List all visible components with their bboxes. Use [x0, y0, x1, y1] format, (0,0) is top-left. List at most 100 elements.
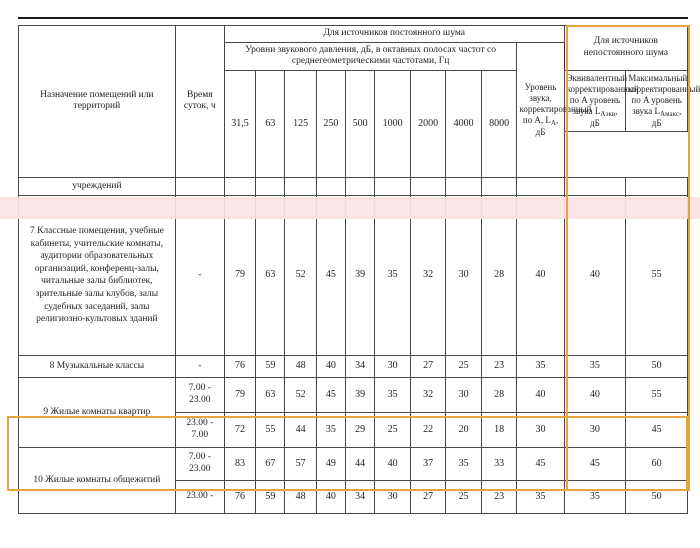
header-row-groups: Назначение помещений или территорий Врем…	[18, 25, 689, 178]
header-maximum-level: Максимальный корректированный по A урове…	[625, 69, 700, 132]
header-freq-63: 63	[255, 69, 286, 178]
cell-31_5	[223, 176, 257, 196]
page-top-rule	[18, 17, 688, 19]
cell-4000	[445, 176, 482, 196]
cell-250: 45	[315, 194, 347, 356]
row-time: 23.00 - 7.00	[174, 411, 225, 448]
cell-500: 39	[345, 194, 376, 356]
cell-63: 55	[255, 411, 286, 448]
header-freq-250: 250	[315, 69, 347, 178]
cell-125: 52	[284, 376, 317, 413]
table-row: 8 Музыкальные классы - 76 59 48 40 34 30…	[18, 354, 688, 378]
cell-63: 59	[255, 354, 286, 378]
table-row: 7 Классные помещения, учебные кабинеты, …	[18, 194, 688, 356]
row-name: 9 Жилые комнаты квартир	[18, 376, 176, 448]
row-name: 7 Классные помещения, учебные кабинеты, …	[18, 194, 176, 356]
table-row: 9 Жилые комнаты квартир 7.00 - 23.00 79 …	[18, 376, 688, 448]
row-time: -	[174, 354, 225, 378]
cell-31_5: 79	[223, 194, 257, 356]
cell-level-a: 35	[516, 354, 565, 378]
cell-500: 29	[345, 411, 376, 448]
cell-8000: 28	[480, 376, 518, 413]
cell-31_5: 83	[223, 446, 257, 481]
cell-31_5: 79	[223, 376, 257, 413]
cell-maximum: 60	[625, 446, 688, 481]
cell-1000	[374, 176, 411, 196]
header-equivalent-text: Эквивалентный корректированный по A уров…	[566, 72, 639, 117]
header-equivalent-tail: , дБ	[590, 106, 618, 128]
cell-equivalent: 35	[563, 479, 627, 514]
cell-63: 67	[255, 446, 286, 481]
cell-1000: 35	[374, 194, 411, 356]
cell-250: 40	[315, 479, 347, 514]
header-maximum-text: Максимальный корректированный по A урове…	[628, 72, 700, 117]
cell-equivalent: 30	[563, 411, 627, 448]
header-purpose: Назначение помещений или территорий	[18, 25, 176, 178]
cell-31_5: 76	[223, 354, 257, 378]
cell-63: 63	[255, 376, 286, 413]
cell-level-a: 40	[516, 376, 565, 413]
cell-4000: 20	[445, 411, 482, 448]
header-nonconstant-noise-group: Для источников непостоянного шума	[563, 25, 689, 71]
cell-level-a: 30	[516, 411, 565, 448]
header-freq-8000: 8000	[480, 69, 518, 178]
cell-2000: 32	[409, 194, 447, 356]
header-maximum-sub: Aмакс	[660, 110, 679, 119]
cell-63: 59	[255, 479, 286, 514]
row-name: 8 Музыкальные классы	[18, 354, 176, 378]
cell-125	[284, 176, 317, 196]
noise-limits-table: Назначение помещений или территорий Врем…	[18, 25, 700, 514]
cell-500	[345, 176, 376, 196]
cell-500: 39	[345, 376, 376, 413]
cell-maximum	[625, 176, 688, 196]
header-level-a-text: Уровень звука, корректированный по A, L	[519, 81, 592, 126]
cell-125: 44	[284, 411, 317, 448]
cell-maximum: 50	[625, 479, 688, 514]
cell-maximum: 50	[625, 354, 688, 378]
cell-4000: 30	[445, 194, 482, 356]
cell-31_5: 76	[223, 479, 257, 514]
cell-125: 52	[284, 194, 317, 356]
cell-4000: 25	[445, 354, 482, 378]
cell-maximum: 55	[625, 376, 688, 413]
header-freq-1000: 1000	[374, 69, 411, 178]
row-time	[174, 176, 225, 196]
header-freq-2000: 2000	[409, 69, 447, 178]
cell-2000: 32	[409, 376, 447, 413]
table-row: 10 Жилые комнаты общежитий 7.00 - 23.00 …	[18, 446, 688, 514]
cell-250: 45	[315, 376, 347, 413]
cell-1000: 30	[374, 354, 411, 378]
row-time: -	[174, 194, 225, 356]
cell-level-a	[516, 176, 565, 196]
cell-2000: 22	[409, 411, 447, 448]
cell-level-a: 40	[516, 194, 565, 356]
cell-8000: 23	[480, 354, 518, 378]
cell-level-a: 45	[516, 446, 565, 481]
row-name: учреждений	[18, 176, 176, 196]
cell-250: 35	[315, 411, 347, 448]
cell-level-a: 35	[516, 479, 565, 514]
cell-2000: 27	[409, 479, 447, 514]
cell-1000: 40	[374, 446, 411, 481]
cell-maximum: 45	[625, 411, 688, 448]
header-freq-31_5: 31,5	[223, 69, 257, 178]
cell-1000: 30	[374, 479, 411, 514]
cell-equivalent: 45	[563, 446, 627, 481]
header-level-a-tail: , дБ	[535, 115, 559, 137]
cell-equivalent: 40	[563, 376, 627, 413]
cell-125: 48	[284, 354, 317, 378]
cell-4000: 30	[445, 376, 482, 413]
cell-1000: 35	[374, 376, 411, 413]
header-time-of-day: Время суток, ч	[174, 25, 225, 178]
table-body: учреждений 7 Классные помещения, учебные…	[18, 176, 688, 514]
cell-125: 57	[284, 446, 317, 481]
cell-8000: 23	[480, 479, 518, 514]
table-row: учреждений	[18, 176, 688, 196]
cell-31_5: 72	[223, 411, 257, 448]
cell-2000: 27	[409, 354, 447, 378]
header-row-nonconst-cols: 31,5 63 125 250 500 1000 2000 4000 8000 …	[19, 69, 700, 178]
cell-8000: 18	[480, 411, 518, 448]
cell-2000: 37	[409, 446, 447, 481]
header-freq-4000: 4000	[445, 69, 482, 178]
